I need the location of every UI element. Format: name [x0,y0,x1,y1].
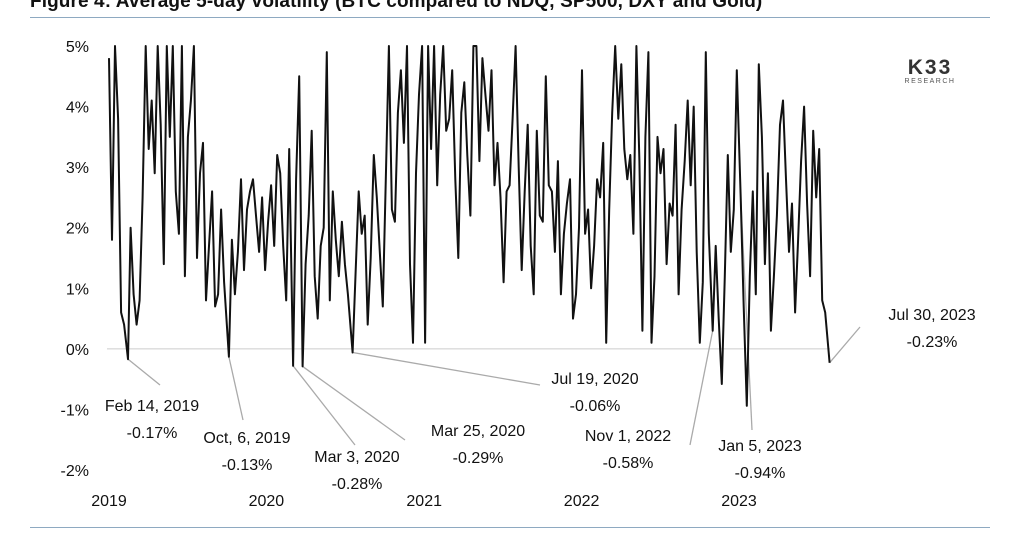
annotation-value: -0.28% [332,476,383,493]
annotation-leader [352,351,541,386]
annotation-date: Feb 14, 2019 [105,398,199,415]
annotation-value: -0.06% [570,398,621,415]
annotation-leader [302,365,406,441]
y-tick-label: -2% [61,463,89,480]
x-tick-label: 2020 [249,493,285,510]
annotation-leader [292,365,356,446]
x-tick-label: 2019 [91,493,127,510]
chart-title: Figure 4: Average 5-day volatility (BTC … [30,0,763,12]
annotation-date: Oct, 6, 2019 [203,430,290,447]
annotation-date: Mar 25, 2020 [431,423,525,440]
x-tick-label: 2021 [406,493,442,510]
annotation-leader [689,330,714,446]
annotation-leader [829,326,861,364]
annotation-leader [228,356,244,421]
x-axis: 2019 2020 2021 2022 2023 [91,493,757,510]
y-tick-label: -1% [61,402,89,419]
top-divider [30,17,990,18]
logo-main-text: K33 [907,56,953,79]
x-tick-label: 2022 [564,493,600,510]
annotation-value: -0.94% [735,465,786,482]
annotation-leader [127,358,161,386]
annotation-date: Jul 30, 2023 [888,307,975,324]
annotation-value: -0.17% [127,425,178,442]
y-axis: 5% 4% 3% 2% 1% 0% -1% -2% [61,39,89,480]
y-tick-label: 0% [66,342,89,359]
y-tick-label: 2% [66,221,89,238]
annotation-value: -0.58% [603,455,654,472]
annotation-date: Nov 1, 2022 [585,428,671,445]
annotation-date: Jan 5, 2023 [718,438,802,455]
annotation-value: -0.29% [453,450,504,467]
y-tick-label: 1% [66,281,89,298]
y-tick-label: 5% [66,39,89,56]
annotation-date: Mar 3, 2020 [314,449,399,466]
y-tick-label: 3% [66,160,89,177]
k33-research-logo: K33 RESEARCH [900,56,960,85]
annotation-value: -0.13% [222,457,273,474]
logo-sub-text: RESEARCH [904,78,956,85]
annotations: Feb 14, 2019 -0.17% Oct, 6, 2019 -0.13% Mar … [105,307,976,493]
annotation-date: Jul 19, 2020 [551,371,638,388]
y-tick-label: 4% [66,100,89,117]
series-line [108,45,831,407]
bottom-divider [30,527,990,528]
annotation-value: -0.23% [907,334,958,351]
x-tick-label: 2023 [721,493,757,510]
